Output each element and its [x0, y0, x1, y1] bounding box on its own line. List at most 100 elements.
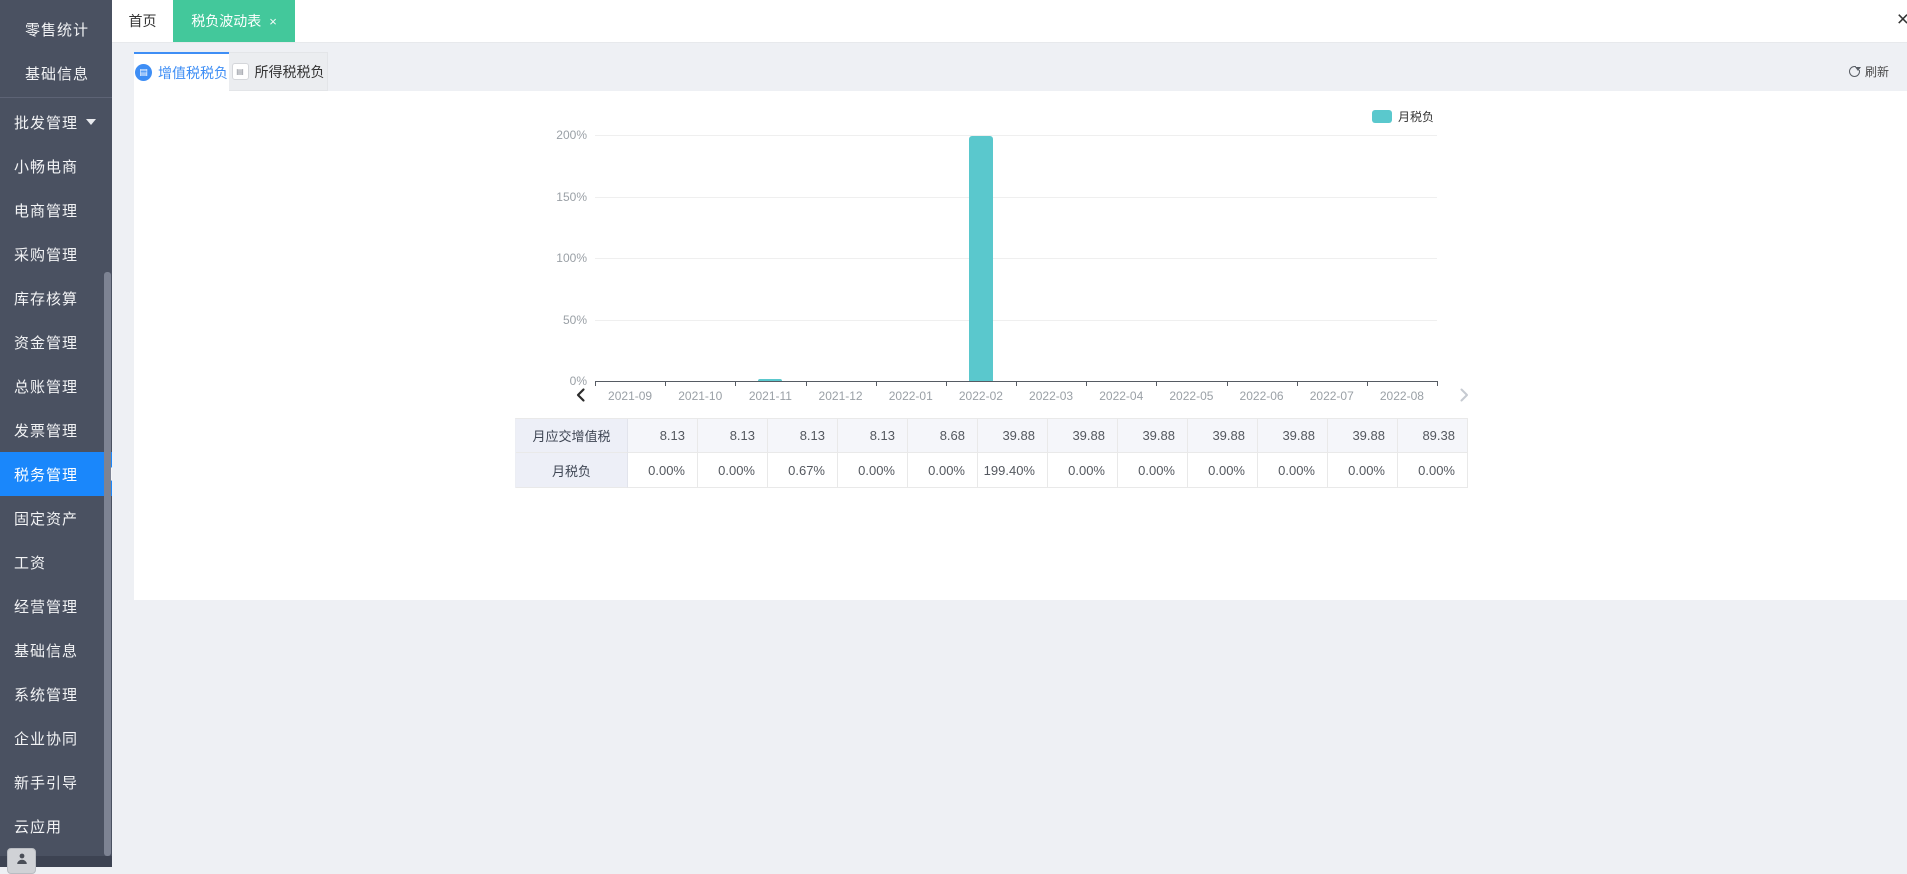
value-cell: 0.00% [1328, 453, 1398, 488]
x-axis-tick [945, 381, 947, 386]
value-cell: 0.00% [698, 453, 768, 488]
sidebar-item-9[interactable]: 发票管理 [0, 408, 112, 452]
legend-monthly-tax-burden[interactable]: 月税负 [1372, 108, 1434, 125]
sidebar-item-14[interactable]: 基础信息 [0, 628, 112, 672]
value-cell: 8.68 [908, 419, 978, 453]
y-axis-tick-label: 50% [562, 312, 587, 327]
sidebar-item-label: 企业协同 [14, 730, 79, 748]
sidebar-item-18[interactable]: 云应用 [0, 804, 112, 848]
x-axis-tick [875, 381, 877, 386]
gridline [595, 319, 1437, 321]
sidebar-item-13[interactable]: 经营管理 [0, 584, 112, 628]
x-axis-tick [735, 381, 737, 386]
x-axis-tick-label: 2022-07 [1309, 389, 1354, 403]
table-row-0: 月应交增值税 8.13 8.13 8.13 8.13 8.68 39.88 39.88 39.8… [516, 419, 1468, 453]
sidebar-item-17[interactable]: 新手引导 [0, 760, 112, 804]
assistant-button[interactable] [7, 848, 36, 874]
value-cell: 39.88 [978, 419, 1048, 453]
subtab-income-tax-burden[interactable]: ▤ 所得税税负 [229, 52, 328, 91]
x-axis-tick-label: 2022-04 [1099, 389, 1144, 403]
sidebar-item-label: 批发管理 [14, 114, 79, 132]
bar-2022-02[interactable] [968, 135, 993, 381]
x-axis-tick-label: 2021-12 [818, 389, 863, 403]
x-axis-tick-label: 2021-11 [748, 389, 792, 403]
value-cell: 39.88 [1118, 419, 1188, 453]
y-axis-tick-label: 100% [556, 251, 587, 265]
refresh-label: 刷新 [1864, 65, 1889, 79]
sidebar-item-4[interactable]: 电商管理 [0, 188, 112, 232]
row-header-cell: 月应交增值税 [516, 419, 628, 453]
vat-invoice-circle-icon: ▤ [135, 64, 152, 81]
x-axis-tick [595, 381, 596, 386]
x-axis-tick [665, 381, 667, 386]
sidebar-item-label: 采购管理 [14, 246, 79, 264]
sidebar-item-label: 云应用 [14, 818, 63, 836]
window-close-icon[interactable]: × [1896, 8, 1907, 31]
value-cell: 0.00% [628, 453, 698, 488]
subtab-vat-burden[interactable]: ▤ 增值税税负 [134, 52, 229, 91]
sidebar-item-label: 基础信息 [14, 642, 79, 660]
sidebar-item-11[interactable]: 固定资产 [0, 496, 112, 540]
sidebar-item-8[interactable]: 总账管理 [0, 364, 112, 408]
sidebar-item-label: 资金管理 [14, 334, 79, 352]
sidebar-item-3[interactable]: 小畅电商 [0, 144, 112, 188]
row-header-cell: 月税负 [516, 453, 628, 488]
sidebar-item-label: 发票管理 [14, 422, 79, 440]
sidebar-item-10[interactable]: 税务管理 [0, 452, 112, 496]
sidebar-item-15[interactable]: 系统管理 [0, 672, 112, 716]
value-cell: 8.13 [838, 419, 908, 453]
x-axis-tick-label: 2022-06 [1239, 389, 1284, 403]
value-cell: 0.00% [1118, 453, 1188, 488]
subtab-income-label: 所得税税负 [254, 63, 325, 80]
sidebar-item-7[interactable]: 资金管理 [0, 320, 112, 364]
x-axis-tick [1016, 381, 1017, 386]
legend-swatch [1372, 110, 1392, 123]
value-cell: 8.13 [628, 419, 698, 453]
refresh-icon [1848, 65, 1861, 77]
x-axis-tick-label: 2022-02 [958, 389, 1003, 403]
subtab-vat-label: 增值税税负 [158, 64, 228, 81]
tax-data-table: 月应交增值税 8.13 8.13 8.13 8.13 8.68 39.88 39.88 39.8… [515, 418, 1468, 488]
x-axis-tick-label: 2021-10 [678, 389, 723, 403]
sidebar-item-label: 零售统计 [25, 21, 90, 39]
chevron-down-icon[interactable] [86, 119, 97, 125]
sidebar: 零售统计 基础信息 批发管理 小畅电商 电商管理 采购管理 库存核算 资金管理 总账管理 发票管理… [0, 0, 112, 874]
income-tax-card-icon: ▤ [231, 63, 249, 80]
value-cell: 0.00% [1258, 453, 1328, 488]
tab-close-icon[interactable]: × [269, 13, 277, 29]
chart-next-page-button[interactable] [1456, 387, 1472, 403]
x-axis-tick-label: 2022-03 [1029, 389, 1074, 403]
x-axis-tick [1226, 381, 1228, 386]
sidebar-scrollbar[interactable] [104, 272, 111, 856]
sidebar-item-label: 库存核算 [14, 290, 79, 308]
chart-prev-page-button[interactable] [573, 387, 589, 403]
sidebar-item-2[interactable]: 批发管理 [0, 100, 112, 144]
x-axis-tick [1086, 381, 1088, 386]
sidebar-item-1[interactable]: 基础信息 [0, 51, 112, 95]
value-cell: 0.00% [1398, 453, 1468, 488]
sidebar-item-0[interactable]: 零售统计 [0, 7, 112, 51]
value-cell: 0.00% [908, 453, 978, 488]
sidebar-item-16[interactable]: 企业协同 [0, 716, 112, 760]
tab-tax-fluctuation[interactable]: 税负波动表 × [173, 0, 295, 42]
sidebar-hscroll-track[interactable] [0, 856, 112, 867]
sidebar-menu: 零售统计 基础信息 批发管理 小畅电商 电商管理 采购管理 库存核算 资金管理 总账管理 发票管理… [0, 0, 112, 848]
x-axis-tick-label: 2022-01 [888, 389, 933, 403]
gridline [595, 258, 1437, 259]
tab-home-label: 首页 [128, 13, 157, 29]
sidebar-item-label: 基础信息 [25, 65, 90, 83]
tab-tax-fluctuation-label: 税负波动表 [191, 13, 262, 29]
sidebar-item-6[interactable]: 库存核算 [0, 276, 112, 320]
top-tabbar: 首页 税负波动表 × × [112, 0, 1907, 43]
sidebar-item-label: 经营管理 [14, 598, 79, 616]
sidebar-item-12[interactable]: 工资 [0, 540, 112, 584]
value-cell: 39.88 [1188, 419, 1258, 453]
sidebar-item-label: 工资 [14, 554, 47, 572]
refresh-button[interactable]: 刷新 [1848, 52, 1889, 91]
sidebar-item-5[interactable]: 采购管理 [0, 232, 112, 276]
bar-2021-11[interactable] [758, 379, 783, 381]
sidebar-item-label: 固定资产 [14, 510, 79, 528]
subtab-strip: ▤ 增值税税负 ▤ 所得税税负 刷新 [134, 52, 1907, 91]
sidebar-item-label: 系统管理 [14, 686, 79, 704]
tab-home[interactable]: 首页 [112, 0, 173, 42]
